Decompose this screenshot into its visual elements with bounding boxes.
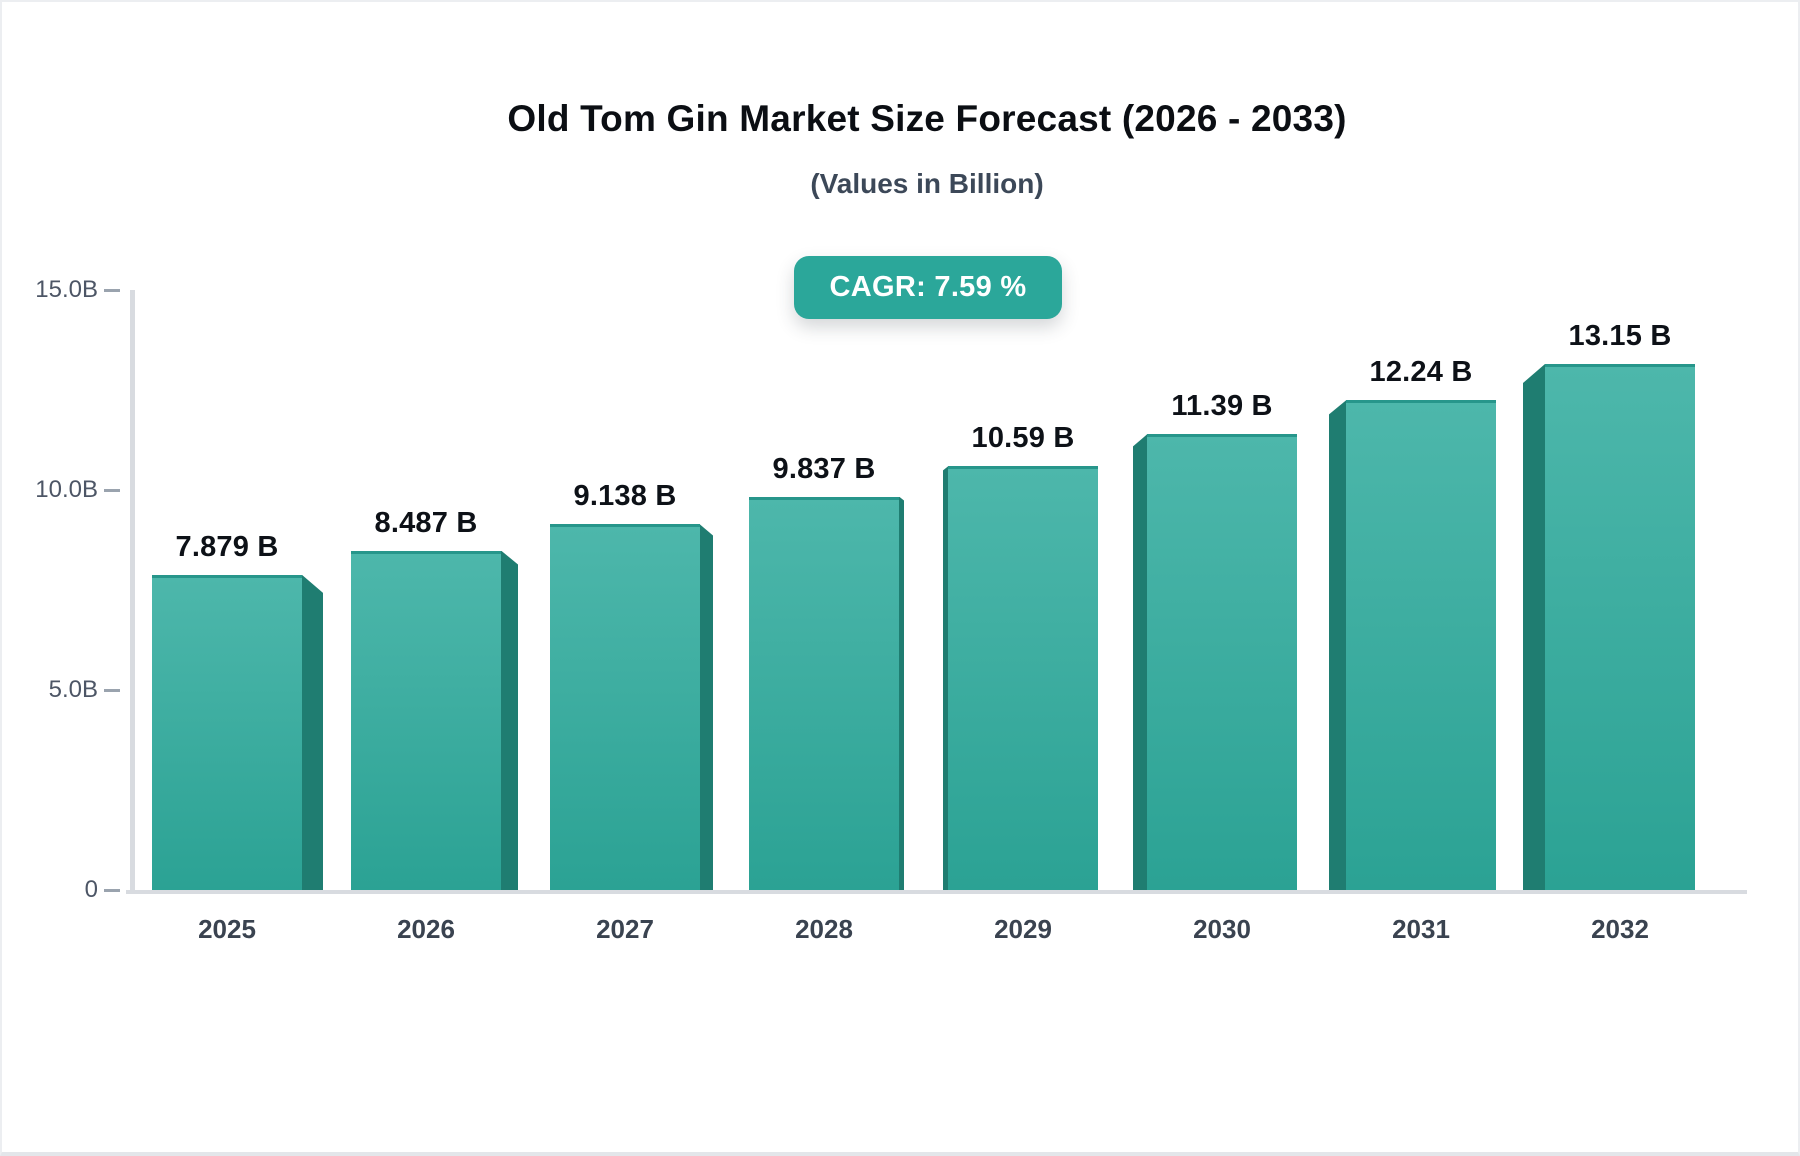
x-axis-label-2032: 2032 — [1591, 914, 1649, 944]
x-axis-label-2026: 2026 — [397, 914, 455, 944]
bar-2032 — [1545, 364, 1695, 890]
y-tick-mark — [104, 689, 120, 692]
chart-subtitle: (Values in Billion) — [810, 168, 1044, 199]
x-axis-line — [126, 890, 1747, 894]
bar-2029 — [948, 466, 1098, 890]
bar-3d-side-2026 — [501, 550, 518, 890]
bar-value-label-2027: 9.138 B — [573, 480, 677, 513]
bar-3d-side-2028 — [899, 496, 904, 890]
x-axis-label-2030: 2030 — [1193, 914, 1251, 944]
bar-value-label-2030: 11.39 B — [1171, 390, 1273, 423]
bar-2030 — [1147, 434, 1297, 890]
bar-2025 — [152, 574, 302, 890]
bar-value-label-2029: 10.59 B — [971, 422, 1075, 455]
bar-2028 — [749, 496, 899, 890]
bar-value-label-2032: 13.15 B — [1568, 320, 1672, 352]
y-axis-line — [130, 290, 135, 894]
bar-value-label-2028: 9.837 B — [772, 452, 876, 485]
x-axis-label-2031: 2031 — [1392, 914, 1450, 944]
bar-2027 — [550, 524, 700, 890]
y-axis-tick-label: 5.0B — [48, 676, 98, 703]
x-axis-label-2025: 2025 — [198, 914, 256, 944]
y-axis-tick-label: 15.0B — [35, 276, 98, 303]
bar-3d-side-2031 — [1329, 400, 1346, 890]
x-axis-label-2029: 2029 — [994, 914, 1052, 944]
chart-title: Old Tom Gin Market Size Forecast (2026 -… — [507, 98, 1347, 139]
bar-2031 — [1346, 400, 1496, 890]
bar-3d-side-2032 — [1523, 364, 1545, 890]
x-axis-label-2027: 2027 — [596, 914, 654, 944]
y-axis-tick-label: 0 — [84, 876, 98, 903]
bar-3d-side-2029 — [943, 466, 948, 890]
y-tick-mark — [104, 289, 120, 292]
y-tick-mark — [104, 489, 120, 492]
bar-value-label-2026: 8.487 B — [374, 506, 478, 539]
bar-2026 — [351, 550, 501, 890]
bar-value-label-2031: 12.24 B — [1369, 356, 1473, 389]
bar-3d-side-2027 — [700, 524, 713, 890]
y-tick-mark — [104, 889, 120, 892]
x-axis-label-2028: 2028 — [795, 914, 853, 944]
bar-3d-side-2030 — [1133, 434, 1147, 890]
cagr-badge: CAGR: 7.59 % — [794, 256, 1062, 319]
y-axis-tick-label: 10.0B — [35, 476, 98, 503]
bar-3d-side-2025 — [302, 574, 323, 890]
bar-value-label-2025: 7.879 B — [175, 530, 279, 563]
